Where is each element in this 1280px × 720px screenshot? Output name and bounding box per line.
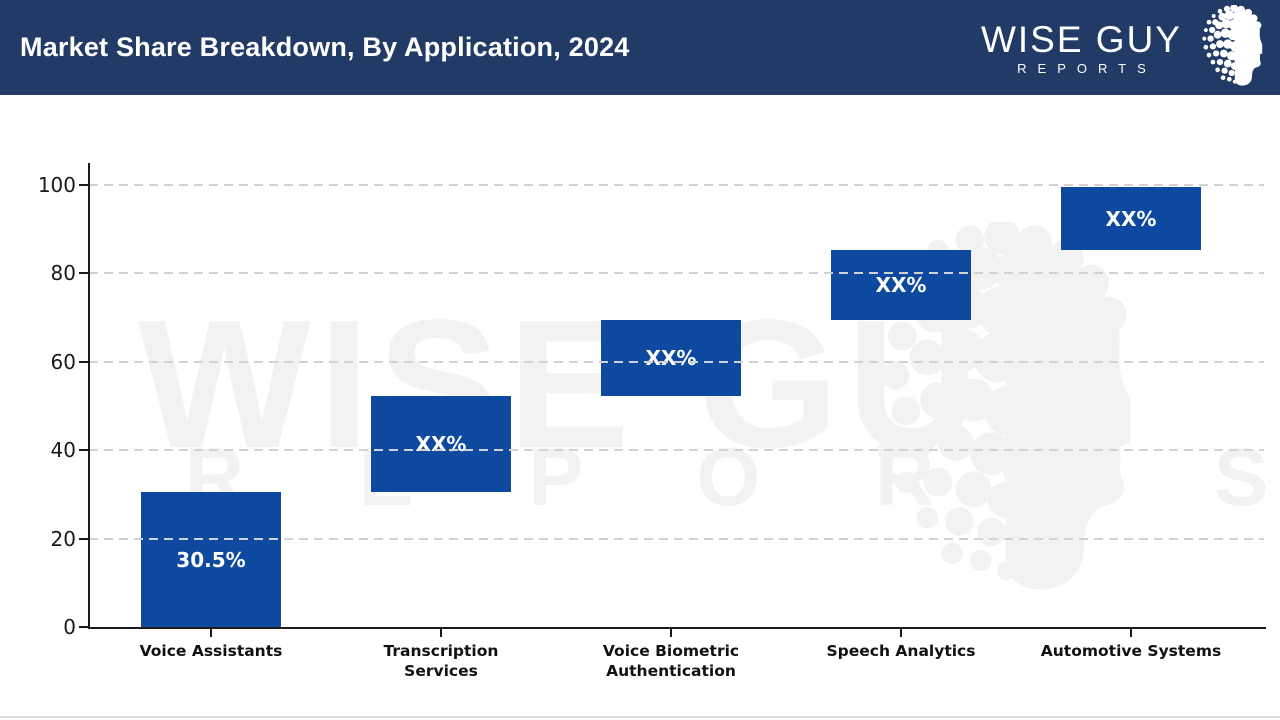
- x-tick-label-voice-assistants: Voice Assistants: [139, 642, 283, 660]
- y-tick-label-80: 80: [50, 261, 76, 286]
- x-tick-voice-biometric-authentication: [670, 629, 672, 637]
- bottom-border-line: [0, 716, 1280, 718]
- x-tick-label-automotive-systems: Automotive Systems: [1040, 642, 1222, 660]
- x-tick-transcription-services: [440, 629, 442, 637]
- gridline-60: [89, 360, 1264, 363]
- bar-voice-biometric-authentication: XX%: [601, 320, 741, 396]
- y-tick-80: [79, 272, 88, 275]
- y-tick-label-20: 20: [50, 526, 76, 551]
- gridline-80: [89, 272, 1264, 275]
- bar-value-label-voice-assistants: 30.5%: [176, 547, 246, 572]
- y-tick-100: [79, 184, 88, 186]
- bar-value-label-transcription-services: XX%: [415, 432, 467, 456]
- x-tick-speech-analytics: [900, 629, 902, 637]
- bar-voice-assistants: 30.5%: [141, 492, 281, 627]
- logo-wiseguy-label: WISE GUY: [980, 18, 1182, 60]
- gridline-100: [89, 184, 1264, 186]
- logo-text: WISE GUY REPORTS: [981, 21, 1182, 75]
- y-tick-label-60: 60: [50, 349, 76, 374]
- header-bar: Market Share Breakdown, By Application, …: [0, 0, 1280, 95]
- y-tick-40: [79, 449, 88, 452]
- y-tick-60: [79, 360, 88, 363]
- wise-guy-reports-logo: WISE GUY REPORTS: [981, 0, 1266, 95]
- bar-speech-analytics: XX%: [831, 250, 971, 321]
- gridline-40: [89, 449, 1264, 452]
- x-tick-automotive-systems: [1130, 629, 1132, 637]
- bar-value-label-automotive-systems: XX%: [1105, 206, 1157, 231]
- y-axis-line: [88, 163, 90, 629]
- y-tick-0: [79, 626, 88, 628]
- bar-transcription-services: XX%: [371, 395, 511, 493]
- x-tick-label-voice-biometric-authentication: Voice Biometric Authentication: [602, 642, 740, 681]
- y-tick-label-0: 0: [63, 615, 76, 639]
- bar-value-label-voice-biometric-authentication: XX%: [645, 346, 697, 371]
- page-title: Market Share Breakdown, By Application, …: [20, 32, 630, 62]
- bar-automotive-systems: XX%: [1061, 186, 1201, 251]
- y-tick-label-40: 40: [50, 438, 76, 463]
- bar-value-label-speech-analytics: XX%: [875, 273, 927, 298]
- x-axis-line: [88, 627, 1266, 629]
- logo-reports-label: REPORTS: [1017, 60, 1157, 76]
- gridline-20: [89, 537, 1264, 540]
- x-tick-voice-assistants: [210, 629, 212, 637]
- x-tick-label-speech-analytics: Speech Analytics: [826, 642, 976, 660]
- x-tick-label-transcription-services: Transcription Services: [383, 642, 499, 681]
- y-tick-label-100: 100: [37, 173, 76, 197]
- y-tick-20: [79, 537, 88, 540]
